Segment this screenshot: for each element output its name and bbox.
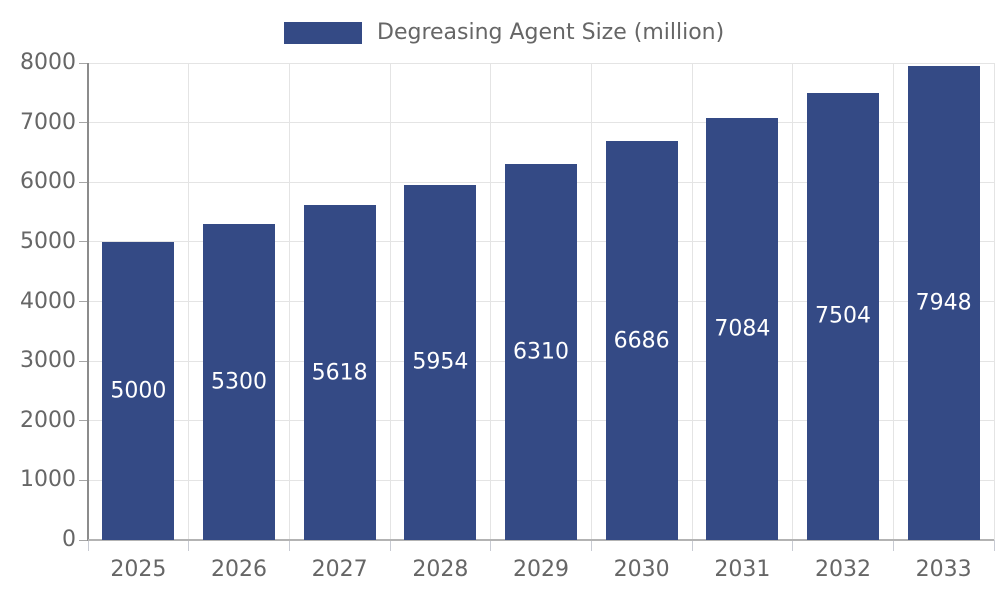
bar (505, 163, 577, 540)
x-tick-label: 2033 (915, 557, 972, 582)
bar (404, 184, 477, 540)
y-tick-label: 3000 (20, 348, 76, 374)
y-axis-tick (79, 420, 88, 422)
x-tick-label: 2025 (110, 557, 167, 582)
y-tick-label: 1000 (20, 467, 76, 493)
v-gridline (792, 63, 794, 540)
v-gridline (590, 63, 592, 540)
v-gridline (691, 63, 693, 540)
x-tick-label: 2032 (815, 557, 871, 582)
y-tick-label: 7000 (20, 109, 76, 135)
bar (605, 141, 678, 540)
v-gridline (188, 63, 190, 540)
bar-value-label: 6310 (513, 339, 569, 365)
y-axis-tick (79, 241, 88, 243)
legend-label: Degreasing Agent Size (million) (377, 20, 725, 45)
v-gridline (490, 63, 492, 540)
y-axis-tick (79, 122, 88, 124)
bar-value-label: 7084 (714, 316, 771, 342)
bar (303, 205, 376, 540)
y-axis-tick (79, 539, 88, 541)
h-gridline (88, 122, 994, 124)
x-axis-tick (490, 540, 492, 551)
y-axis-tick (79, 181, 88, 183)
v-gridline (993, 63, 995, 540)
x-axis-tick (892, 540, 894, 551)
bar-value-label: 5954 (412, 349, 469, 375)
bar (807, 92, 879, 540)
v-gridline (288, 63, 290, 540)
bar-value-label: 7504 (815, 303, 871, 329)
bar-value-label: 5000 (110, 378, 167, 404)
bar-value-label: 5618 (311, 360, 368, 385)
bar-value-label: 7948 (915, 290, 972, 316)
y-axis-tick (79, 360, 88, 362)
x-tick-label: 2030 (613, 557, 670, 582)
x-axis-tick (288, 540, 290, 551)
h-gridline (88, 62, 994, 64)
x-axis-tick (792, 540, 794, 551)
y-axis-line (87, 63, 89, 541)
y-tick-label: 4000 (20, 288, 76, 314)
x-tick-label: 2028 (412, 557, 469, 582)
x-axis-line (88, 539, 994, 541)
bar-value-label: 6686 (613, 328, 670, 354)
legend-swatch (284, 21, 362, 44)
y-tick-label: 0 (62, 527, 76, 552)
bar (102, 241, 175, 540)
bar (203, 223, 275, 540)
x-tick-label: 2029 (513, 557, 569, 582)
y-tick-label: 6000 (20, 169, 76, 195)
y-axis-tick (79, 479, 88, 481)
x-axis-tick (87, 540, 89, 551)
bar-value-label: 5300 (211, 369, 267, 395)
legend: Degreasing Agent Size (million) (284, 20, 724, 45)
y-tick-label: 2000 (20, 407, 76, 433)
x-axis-tick (993, 540, 995, 551)
x-tick-label: 2031 (714, 557, 771, 582)
bar (706, 117, 779, 540)
y-axis-tick (79, 301, 88, 302)
y-tick-label: 5000 (20, 228, 76, 254)
x-axis-tick (188, 540, 190, 551)
x-axis-tick (590, 540, 592, 551)
y-tick-label: 8000 (20, 50, 76, 75)
v-gridline (892, 63, 894, 540)
x-axis-tick (389, 540, 391, 551)
x-tick-label: 2027 (311, 557, 368, 582)
y-axis-tick (79, 62, 88, 64)
x-axis-tick (691, 540, 693, 551)
x-tick-label: 2026 (211, 557, 267, 582)
v-gridline (389, 63, 391, 540)
bar (907, 66, 980, 540)
